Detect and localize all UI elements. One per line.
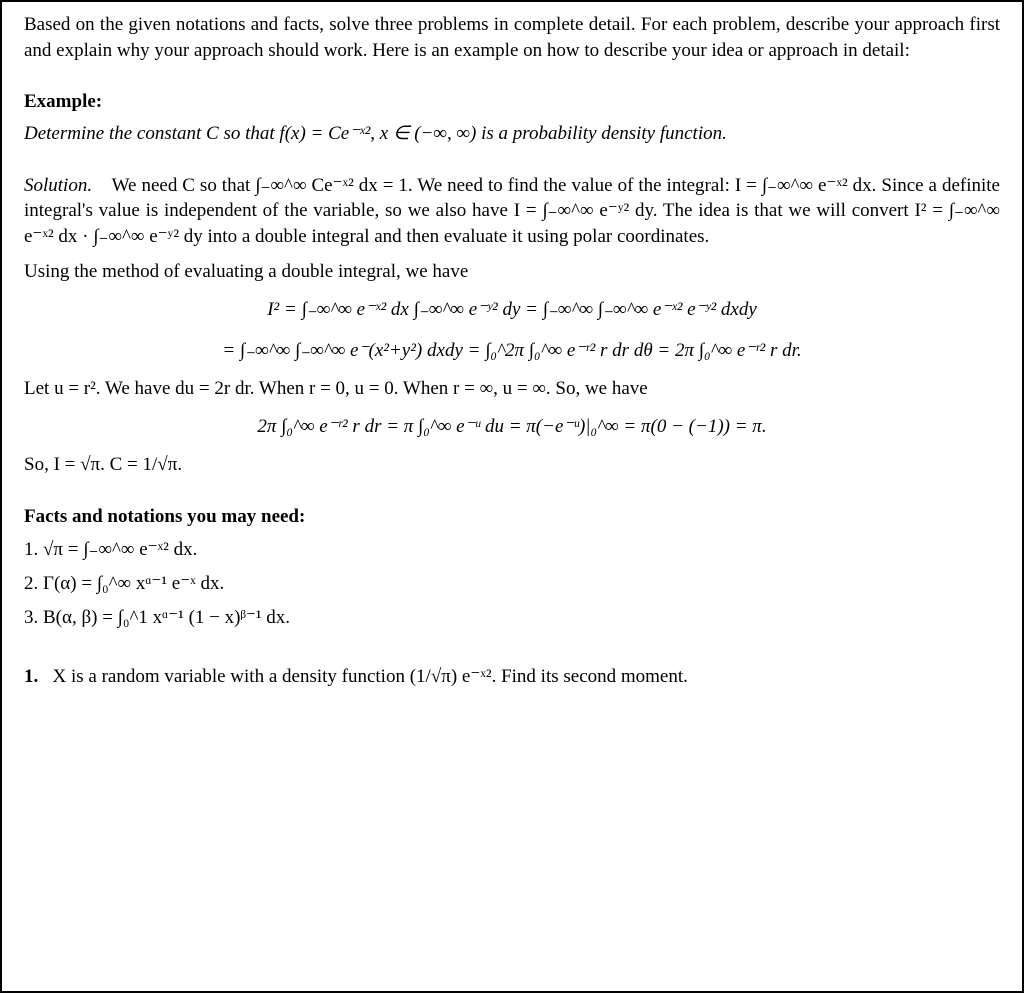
equation-2: = ∫₋∞^∞ ∫₋∞^∞ e⁻(x²+y²) dxdy = ∫₀^2π ∫₀^… xyxy=(24,336,1000,366)
solution-lead: Solution. xyxy=(24,175,92,196)
facts-block: Facts and notations you may need: 1. √π … xyxy=(24,504,1000,631)
example-prompt: Determine the constant C so that f(x) = … xyxy=(24,121,1000,147)
intro-paragraph: Based on the given notations and facts, … xyxy=(24,12,1000,63)
fact-1: 1. √π = ∫₋∞^∞ e⁻ˣ² dx. xyxy=(24,537,1000,563)
facts-heading: Facts and notations you may need: xyxy=(24,504,1000,530)
page-container: Based on the given notations and facts, … xyxy=(0,0,1024,993)
fact-3: 3. B(α, β) = ∫₀^1 xᵅ⁻¹ (1 − x)ᵝ⁻¹ dx. xyxy=(24,605,1000,631)
example-block: Example: Determine the constant C so tha… xyxy=(24,89,1000,146)
problem-1-text: X is a random variable with a density fu… xyxy=(53,666,688,687)
solution-paragraph-1: Solution. We need C so that ∫₋∞^∞ Ce⁻ˣ² … xyxy=(24,173,1000,250)
fact-2: 2. Γ(α) = ∫₀^∞ xᵅ⁻¹ e⁻ˣ dx. xyxy=(24,571,1000,597)
equation-3: 2π ∫₀^∞ e⁻ʳ² r dr = π ∫₀^∞ e⁻ᵘ du = π(−e… xyxy=(24,412,1000,442)
problem-1: 1. X is a random variable with a density… xyxy=(24,664,1000,690)
example-heading: Example: xyxy=(24,89,1000,115)
equation-1: I² = ∫₋∞^∞ e⁻ˣ² dx ∫₋∞^∞ e⁻ʸ² dy = ∫₋∞^∞… xyxy=(24,295,1000,325)
facts-list: 1. √π = ∫₋∞^∞ e⁻ˣ² dx. 2. Γ(α) = ∫₀^∞ xᵅ… xyxy=(24,537,1000,630)
solution-paragraph-4: So, I = √π. C = 1/√π. xyxy=(24,452,1000,478)
solution-paragraph-2: Using the method of evaluating a double … xyxy=(24,259,1000,285)
problem-1-label: 1. xyxy=(24,666,38,687)
solution-p1a: We need C so that ∫₋∞^∞ Ce⁻ˣ² dx = 1. We… xyxy=(112,175,730,196)
solution-paragraph-3: Let u = r². We have du = 2r dr. When r =… xyxy=(24,376,1000,402)
